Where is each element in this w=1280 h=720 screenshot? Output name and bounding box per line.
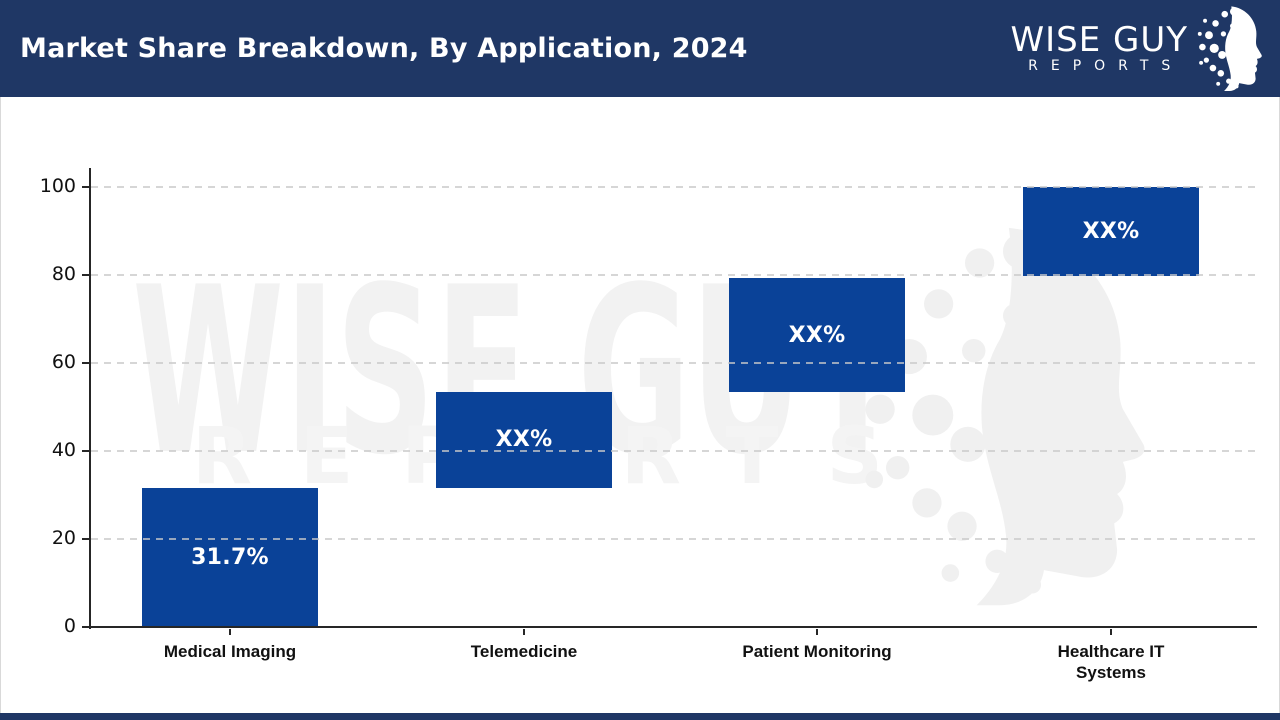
gridline-60: [91, 362, 1257, 364]
x-tick-telemedicine: [523, 629, 525, 635]
dotted-head-logo-icon: [1197, 5, 1262, 91]
page-title: Market Share Breakdown, By Application, …: [20, 33, 748, 64]
y-tick-label-100: 100: [39, 175, 76, 197]
y-axis-line: [89, 168, 91, 629]
y-tick-label-80: 80: [51, 263, 76, 285]
bar-healthcare-it-systems: XX%: [1023, 187, 1199, 276]
y-tick-60: [82, 362, 89, 364]
category-label-patient-monitoring: Patient Monitoring: [697, 641, 937, 662]
y-tick-label-40: 40: [51, 439, 76, 461]
footer-bar: [0, 713, 1280, 720]
logo-wordmark: WISE GUY: [1010, 19, 1188, 60]
gridline-20: [91, 538, 1257, 540]
logo-text: WISE GUY REPORTS: [1010, 19, 1188, 75]
category-label-line: Telemedicine: [470, 642, 578, 661]
y-tick-40: [82, 450, 89, 452]
gridline-40: [91, 450, 1257, 452]
bar-value-label: 31.7%: [191, 544, 269, 570]
y-tick-label-20: 20: [51, 527, 76, 549]
logo-subtitle: REPORTS: [1028, 58, 1184, 75]
y-tick-0: [82, 626, 89, 628]
gridline-80: [91, 274, 1257, 276]
header-bar: Market Share Breakdown, By Application, …: [0, 0, 1280, 97]
bar-value-label: XX%: [788, 322, 846, 348]
x-tick-medical-imaging: [229, 629, 231, 635]
y-tick-80: [82, 274, 89, 276]
category-label-line: Systems: [1076, 663, 1146, 682]
category-label-telemedicine: Telemedicine: [404, 641, 644, 662]
bar-value-label: XX%: [495, 427, 553, 453]
y-tick-20: [82, 538, 89, 540]
x-axis-line: [89, 626, 1257, 628]
y-tick-label-0: 0: [63, 615, 76, 637]
x-tick-healthcare-it-systems: [1110, 629, 1112, 635]
category-label-healthcare-it-systems: Healthcare IT Systems: [991, 641, 1231, 683]
y-tick-100: [82, 186, 89, 188]
gridline-100: [91, 186, 1257, 188]
bar-value-label: XX%: [1082, 218, 1140, 244]
category-label-line: Healthcare IT: [1057, 642, 1165, 661]
bar-patient-monitoring: XX%: [729, 278, 905, 393]
bar-medical-imaging: 31.7%: [142, 487, 318, 627]
category-label-line: Medical Imaging: [163, 642, 297, 661]
category-label-line: Patient Monitoring: [742, 642, 892, 661]
x-tick-patient-monitoring: [816, 629, 818, 635]
y-tick-label-60: 60: [51, 351, 76, 373]
waterfall-chart: 0 20 40 60 80 100 31.7% Medical Imaging XX% Telem…: [0, 97, 1280, 713]
bar-telemedicine: XX%: [436, 392, 612, 488]
wise-guy-logo: WISE GUY REPORTS: [1010, 5, 1268, 93]
category-label-medical-imaging: Medical Imaging: [110, 641, 350, 662]
